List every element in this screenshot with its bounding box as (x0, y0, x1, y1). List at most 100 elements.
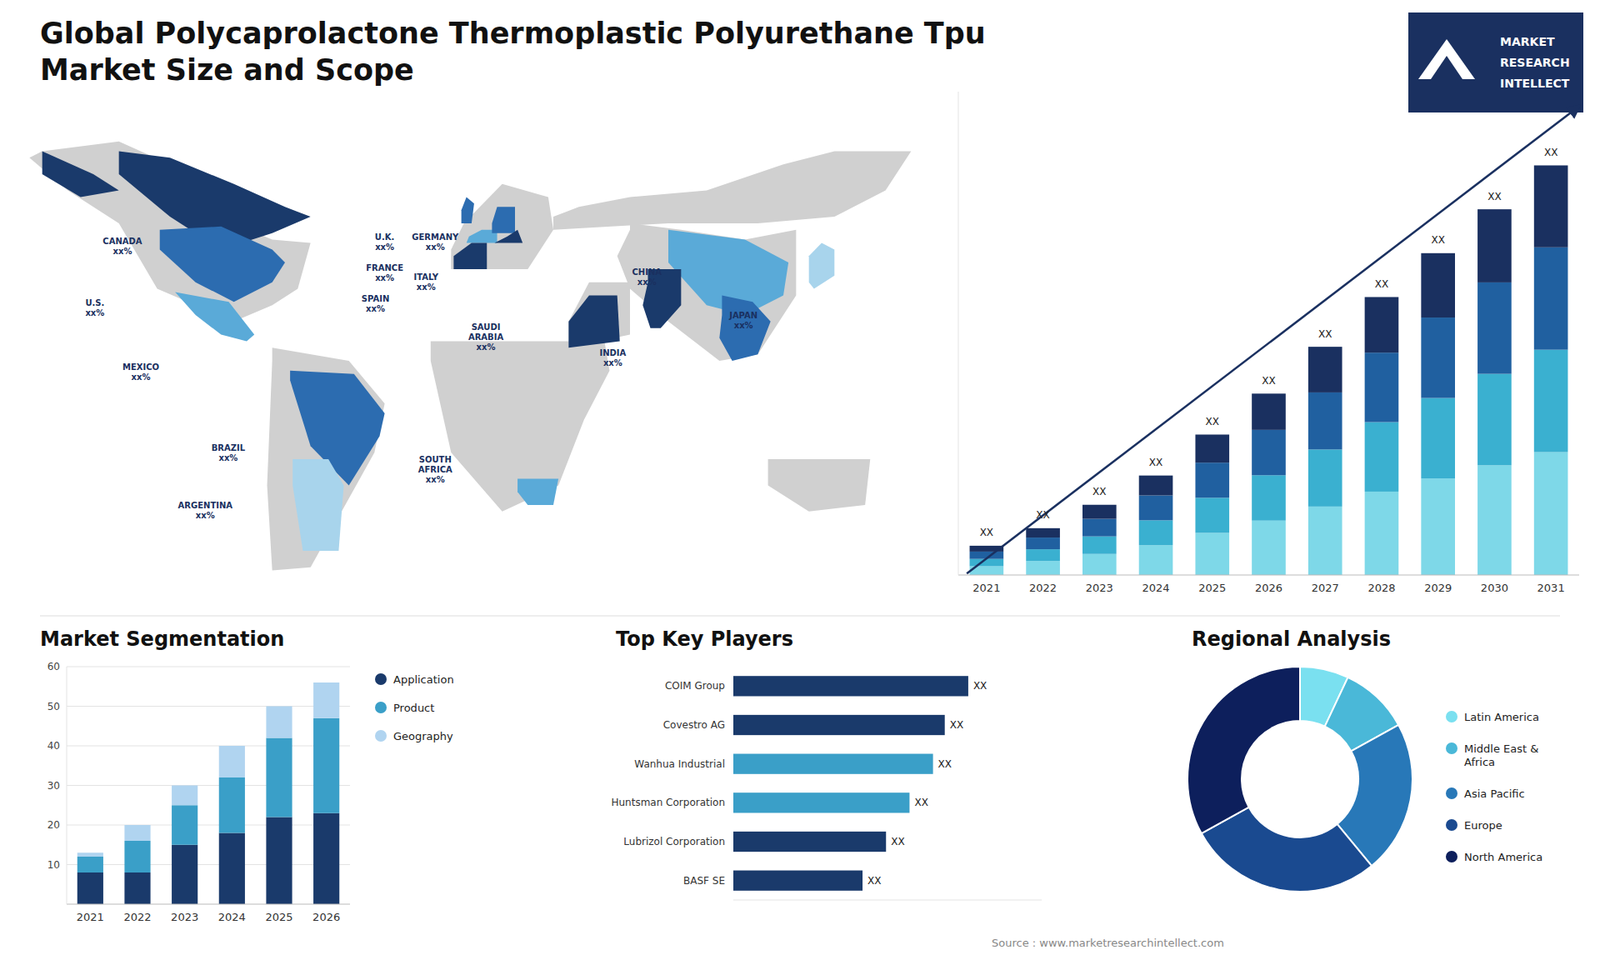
text-line: 10 (47, 859, 60, 871)
text-line: xx% (218, 453, 238, 463)
text-line: xx% (112, 246, 132, 256)
text-line: 50 (47, 700, 60, 713)
grid-line (66, 864, 350, 865)
bar-segment (1195, 462, 1230, 498)
grid-line (66, 745, 350, 747)
x-tick-label: 2021 (972, 581, 1000, 595)
bar-segment (1195, 532, 1230, 575)
data-label: XX (1092, 485, 1106, 498)
text-line: 2031 (1537, 581, 1565, 595)
text-line: RESEARCH (1500, 55, 1570, 70)
map-region (768, 459, 871, 512)
y-tick-label: Huntsman Corporation (610, 796, 725, 809)
text-line: 60 (47, 660, 60, 673)
bar-segment (171, 785, 198, 806)
map-label: INDIAxx% (599, 348, 626, 368)
bar-segment (171, 805, 198, 845)
bar (733, 831, 886, 852)
bar-segment (77, 852, 104, 857)
text-line: XX (950, 719, 964, 731)
bar-segment (1139, 545, 1174, 575)
bar-segment (219, 745, 245, 778)
map-region (553, 150, 911, 230)
text-line: xx% (637, 277, 657, 287)
text-line: 2026 (312, 910, 340, 924)
bar (733, 675, 969, 696)
text-line: 2022 (1029, 581, 1057, 595)
map-label: CANADAxx% (102, 236, 142, 256)
x-tick-label: 2022 (123, 910, 151, 924)
map-region (430, 340, 610, 511)
data-label: XX (1544, 146, 1558, 159)
grid-line (66, 825, 350, 826)
x-tick-label: 2026 (312, 910, 340, 924)
bar-segment (1139, 520, 1174, 545)
text-line: 2023 (170, 910, 199, 924)
bar-segment (1195, 434, 1230, 463)
text-line: XX (1430, 234, 1445, 246)
y-tick-label: 20 (47, 819, 60, 831)
logo-mark-notch (1430, 55, 1463, 80)
text-line: XX (867, 875, 881, 887)
map-region (450, 184, 554, 270)
data-label: XX (1487, 190, 1501, 203)
annotation: RESEARCH (1500, 55, 1570, 70)
bar-segment (265, 817, 292, 905)
legend-swatch (375, 701, 387, 714)
bar-segment (1420, 317, 1455, 399)
bar-segment (219, 777, 245, 834)
y-tick-label: Lubrizol Corporation (623, 835, 725, 848)
data-label: XX (914, 796, 928, 809)
text-line: XX (1149, 456, 1163, 469)
text-line: 2025 (265, 910, 293, 924)
text-line: Application (393, 673, 455, 686)
divider (40, 615, 1560, 617)
bar-segment (1477, 465, 1512, 575)
map-label: CHINAxx% (631, 267, 662, 287)
map-region (175, 291, 255, 341)
bar-segment (1477, 209, 1512, 283)
chart-title: Market Segmentation (40, 627, 285, 651)
text-line: XX (914, 796, 928, 809)
text-line: XX (1318, 328, 1332, 340)
text-line: 2030 (1480, 581, 1509, 595)
bar-segment (1251, 520, 1286, 575)
text-line: xx% (603, 358, 623, 368)
data-label: XX (1430, 234, 1445, 246)
x-tick-label: 2025 (1198, 581, 1226, 595)
stacked-bar-chart: Global Polycaprolactone Thermoplastic Po… (40, 12, 1584, 950)
y-axis-line (958, 91, 960, 575)
x-tick-label: 2025 (265, 910, 293, 924)
trend-arrow (966, 105, 1580, 574)
bar (733, 792, 910, 813)
text-line: Geography (393, 730, 454, 743)
map-region (267, 347, 385, 570)
bar-segment (1365, 296, 1400, 353)
map-region (517, 479, 559, 505)
annotation: Source : www.marketresearchintellect.com (991, 936, 1225, 950)
legend: Latin AmericaMiddle East &AfricaAsia Pac… (1445, 710, 1543, 864)
x-tick-label: 2023 (1085, 581, 1114, 595)
horizontal-bar-chart: Top Key PlayersXXXXXXXXXXXXCOIM GroupCov… (610, 627, 1042, 900)
text-line: Africa (1464, 755, 1495, 769)
grid-line (66, 705, 350, 707)
text-line: COIM Group (665, 680, 725, 692)
chart-title: Global Polycaprolactone Thermoplastic Po… (40, 16, 986, 87)
legend-swatch (1445, 787, 1458, 800)
text-line: INTELLECT (1500, 76, 1570, 90)
map-region (617, 223, 797, 361)
bar-segment (124, 872, 150, 905)
map-region (42, 150, 120, 197)
text-line: Latin America (1464, 710, 1540, 724)
bar-segment (1025, 549, 1060, 561)
data-label: XX (1205, 415, 1220, 428)
data-label: XX (950, 719, 964, 731)
text-line: xx% (416, 282, 436, 292)
data-label: XX (973, 680, 987, 692)
legend-swatch (375, 730, 387, 742)
map-region (568, 282, 630, 349)
bar-segment (1534, 452, 1569, 575)
text-line: xx% (425, 242, 445, 252)
map-region (494, 230, 523, 244)
map-label: FRANCExx% (365, 263, 404, 283)
